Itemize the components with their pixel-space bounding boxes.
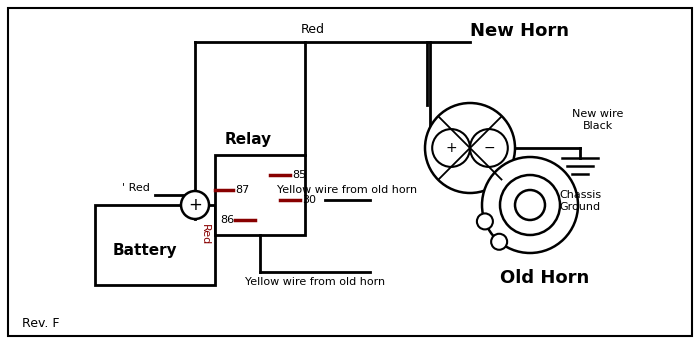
Text: Rev. F: Rev. F [22,317,60,330]
Text: Battery: Battery [113,243,177,258]
Text: Yellow wire from old horn: Yellow wire from old horn [245,277,385,287]
Text: 85: 85 [292,170,306,180]
Text: +: + [188,196,202,214]
Text: Old Horn: Old Horn [500,269,589,287]
Bar [215,155,305,235]
Circle shape [425,103,515,193]
Bar [95,205,215,285]
Text: 30: 30 [302,195,316,205]
Circle shape [515,190,545,220]
Text: 87: 87 [235,185,249,195]
Text: +: + [445,141,457,155]
Circle shape [477,213,493,229]
Circle shape [181,191,209,219]
Text: Red: Red [200,224,210,246]
Circle shape [432,129,470,167]
Text: Relay: Relay [225,132,272,147]
Text: Yellow wire from old horn: Yellow wire from old horn [277,185,418,195]
Text: ' Red: ' Red [122,183,150,193]
Circle shape [482,157,578,253]
Text: −: − [483,141,495,155]
Circle shape [500,175,560,235]
Text: Chassis
Ground: Chassis Ground [559,190,601,212]
Text: New Horn: New Horn [470,22,570,40]
Circle shape [470,129,508,167]
Text: New wire
Black: New wire Black [573,109,624,131]
Text: 86: 86 [220,215,234,225]
Circle shape [491,234,507,250]
Text: Red: Red [300,23,325,36]
